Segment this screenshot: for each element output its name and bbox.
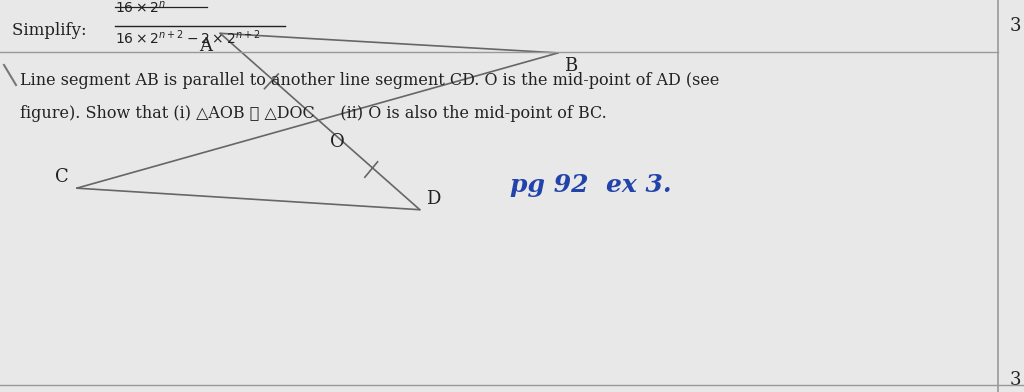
Text: Simplify:: Simplify:	[12, 22, 92, 38]
Text: figure). Show that (i) △AOB ≅ △DOC     (ii) O is also the mid-point of BC.: figure). Show that (i) △AOB ≅ △DOC (ii) …	[20, 105, 607, 122]
Text: D: D	[426, 190, 440, 208]
Text: O: O	[330, 133, 344, 151]
Text: $16\times2^n$: $16\times2^n$	[115, 0, 166, 16]
Text: 3: 3	[1010, 17, 1021, 35]
Text: pg 92  ex 3.: pg 92 ex 3.	[510, 173, 672, 197]
Text: A: A	[199, 37, 212, 55]
Text: B: B	[564, 57, 578, 75]
Text: $16\times2^{n+2}-2\times2^{n+2}$: $16\times2^{n+2}-2\times2^{n+2}$	[115, 28, 260, 47]
Text: Line segment AB is parallel to another line segment CD. O is the mid-point of AD: Line segment AB is parallel to another l…	[20, 72, 720, 89]
Text: C: C	[55, 168, 69, 186]
Text: 3: 3	[1010, 371, 1021, 389]
